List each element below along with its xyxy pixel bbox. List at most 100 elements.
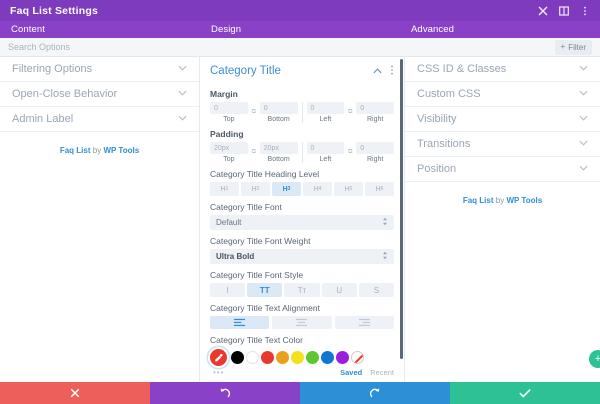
- recent-colors-tab[interactable]: Recent: [370, 368, 394, 377]
- sidebar-item-visibility[interactable]: Visibility: [405, 107, 600, 132]
- padding-label: Padding: [210, 129, 244, 139]
- align-center-icon[interactable]: [272, 316, 332, 329]
- strikethrough-icon[interactable]: S: [358, 283, 395, 297]
- color-swatch-blue[interactable]: [321, 351, 334, 364]
- color-picker-button[interactable]: [210, 349, 227, 366]
- search-input[interactable]: Search Options: [8, 42, 71, 52]
- filter-label: Filter: [568, 42, 586, 52]
- padding-top-input[interactable]: 20px: [210, 142, 248, 154]
- credit-by: by: [92, 146, 102, 155]
- padding-right-input[interactable]: 0: [356, 142, 394, 154]
- font-select[interactable]: Default: [210, 215, 394, 230]
- tab-design[interactable]: Design: [200, 21, 400, 38]
- margin-left-input[interactable]: 0: [306, 102, 345, 114]
- save-button[interactable]: [450, 382, 600, 404]
- saved-colors-tab[interactable]: Saved: [340, 368, 363, 377]
- accordion-label: Admin Label: [12, 113, 74, 125]
- left-credit: Faq List by WP Tools: [0, 132, 199, 155]
- margin-row: 0 Top ⧉ 0 Bottom 0 L: [210, 102, 394, 123]
- layout-toggle-icon[interactable]: [559, 5, 569, 16]
- credit-vendor-link[interactable]: WP Tools: [103, 146, 140, 155]
- margin-top-input[interactable]: 0: [210, 102, 248, 114]
- tab-content[interactable]: Content: [11, 24, 45, 35]
- sidebar-item-position[interactable]: Position: [405, 157, 600, 182]
- page-title: Faq List Settings: [10, 4, 98, 17]
- margin-top-caption: Top: [223, 116, 235, 123]
- undo-button[interactable]: [150, 382, 300, 404]
- sidebar-item-transitions[interactable]: Transitions: [405, 132, 600, 157]
- smallcaps-icon[interactable]: Tᴛ: [284, 283, 320, 297]
- section-menu-icon[interactable]: [390, 65, 394, 77]
- credit-product-link[interactable]: Faq List: [59, 146, 91, 155]
- margin-label: Margin: [210, 89, 238, 99]
- accordion-label: Custom CSS: [417, 88, 481, 100]
- link-values-icon[interactable]: ⧉: [348, 149, 353, 155]
- title-bar: Faq List Settings: [0, 0, 600, 21]
- link-values-icon[interactable]: ⧉: [251, 109, 256, 115]
- chevron-down-icon: [579, 115, 588, 123]
- align-left-icon[interactable]: [210, 316, 270, 329]
- chevron-down-icon: [579, 65, 588, 73]
- text-alignment-group: [210, 316, 394, 329]
- sidebar-item-open-close-behavior[interactable]: Open-Close Behavior: [0, 82, 199, 107]
- tab-advanced[interactable]: Advanced: [411, 24, 455, 35]
- color-swatch-red[interactable]: [261, 351, 274, 364]
- color-meta-row: ••• Saved Recent: [210, 368, 394, 377]
- redo-button[interactable]: [300, 382, 450, 404]
- color-swatch-black[interactable]: [231, 351, 244, 364]
- link-values-icon[interactable]: ⧉: [251, 149, 256, 155]
- color-swatch-purple[interactable]: [336, 351, 349, 364]
- color-swatch-green[interactable]: [306, 351, 319, 364]
- color-swatch-orange[interactable]: [276, 351, 289, 364]
- margin-right-input[interactable]: 0: [356, 102, 394, 114]
- filter-button[interactable]: + Filter: [554, 39, 592, 55]
- chevron-down-icon: [579, 165, 588, 173]
- font-label: Category Title Font: [210, 202, 282, 212]
- sidebar-item-css-id-classes[interactable]: CSS ID & Classes: [405, 57, 600, 82]
- text-alignment-label: Category Title Text Alignment: [210, 303, 320, 313]
- section-title: Category Title: [210, 65, 281, 77]
- align-right-icon[interactable]: [334, 316, 394, 329]
- accordion-label: Visibility: [417, 113, 457, 125]
- chevron-down-icon: [178, 65, 187, 73]
- credit-vendor-link[interactable]: WP Tools: [506, 196, 543, 205]
- color-swatch-yellow[interactable]: [291, 351, 304, 364]
- cancel-button[interactable]: [0, 382, 150, 404]
- more-options-icon[interactable]: [580, 6, 590, 16]
- heading-level-label: Category Title Heading Level: [210, 169, 320, 179]
- link-values-icon[interactable]: ⧉: [348, 109, 353, 115]
- accordion-label: Transitions: [417, 138, 471, 150]
- category-title-section-header[interactable]: Category Title: [200, 57, 404, 83]
- accordion-label: Filtering Options: [12, 63, 93, 75]
- sidebar-item-admin-label[interactable]: Admin Label: [0, 107, 199, 132]
- italic-icon[interactable]: I: [210, 283, 246, 297]
- sidebar-item-filtering-options[interactable]: Filtering Options: [0, 57, 199, 82]
- uppercase-icon[interactable]: TT: [247, 283, 283, 297]
- more-colors-icon[interactable]: •••: [213, 368, 225, 377]
- sidebar-item-custom-css[interactable]: Custom CSS: [405, 82, 600, 107]
- underline-icon[interactable]: U: [321, 283, 357, 297]
- margin-bottom-input[interactable]: 0: [259, 102, 298, 114]
- panel-scrollbar[interactable]: [400, 59, 403, 359]
- chevron-up-icon[interactable]: [373, 67, 382, 76]
- chevron-updown-icon: [382, 251, 388, 262]
- padding-left-input[interactable]: 0: [306, 142, 345, 154]
- eyedropper-icon: [210, 349, 227, 366]
- font-weight-select[interactable]: Ultra Bold: [210, 249, 394, 264]
- credit-product-link[interactable]: Faq List: [462, 196, 494, 205]
- close-icon[interactable]: [538, 6, 548, 16]
- color-swatch-white[interactable]: [246, 351, 259, 364]
- color-swatch-transparent[interactable]: [351, 351, 364, 364]
- content-panel: Filtering Options Open-Close Behavior Ad…: [0, 57, 200, 382]
- titlebar-actions: [538, 5, 590, 16]
- add-button[interactable]: +: [589, 350, 600, 368]
- font-style-group: I TT Tᴛ U S: [210, 283, 395, 297]
- padding-bottom-input[interactable]: 20px: [259, 142, 298, 154]
